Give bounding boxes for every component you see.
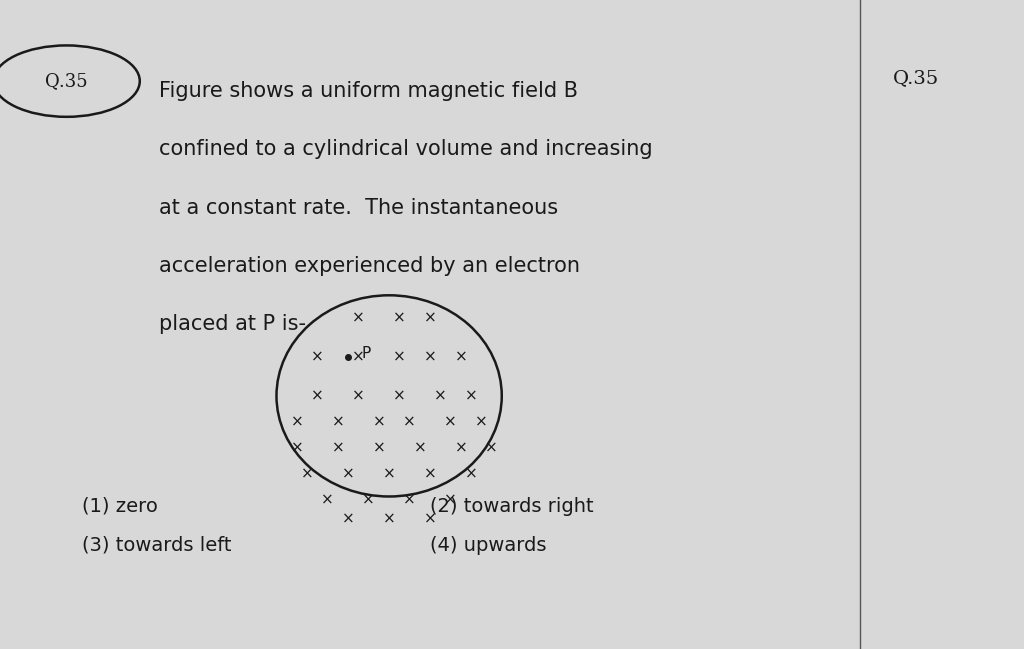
Text: ×: × [403, 414, 416, 430]
Text: ×: × [393, 310, 406, 326]
Text: at a constant rate.  The instantaneous: at a constant rate. The instantaneous [159, 198, 558, 217]
Text: Figure shows a uniform magnetic field B: Figure shows a uniform magnetic field B [159, 81, 578, 101]
Text: ×: × [434, 388, 446, 404]
Text: ×: × [311, 388, 324, 404]
Text: ×: × [393, 349, 406, 365]
Text: ×: × [455, 349, 467, 365]
Text: ×: × [332, 440, 344, 456]
Text: ×: × [444, 492, 457, 508]
Text: Q.35: Q.35 [893, 69, 940, 87]
Text: Q.35: Q.35 [45, 72, 88, 90]
Text: ×: × [465, 466, 477, 482]
Text: ×: × [291, 440, 303, 456]
Text: (1) zero: (1) zero [82, 496, 158, 516]
Text: ×: × [383, 466, 395, 482]
Text: ×: × [352, 388, 365, 404]
Text: ×: × [465, 388, 477, 404]
Text: ×: × [424, 349, 436, 365]
Text: ×: × [322, 492, 334, 508]
Text: ×: × [352, 349, 365, 365]
Text: acceleration experienced by an electron: acceleration experienced by an electron [159, 256, 580, 276]
Text: ×: × [342, 511, 354, 527]
Text: ×: × [424, 511, 436, 527]
Text: ×: × [373, 414, 385, 430]
Text: ×: × [403, 492, 416, 508]
Text: ×: × [342, 466, 354, 482]
Text: (3) towards left: (3) towards left [82, 535, 231, 555]
Text: ×: × [393, 388, 406, 404]
Text: ×: × [455, 440, 467, 456]
Text: ×: × [424, 466, 436, 482]
Text: ×: × [352, 310, 365, 326]
Text: ×: × [362, 492, 375, 508]
Text: ×: × [311, 349, 324, 365]
Text: ×: × [444, 414, 457, 430]
Text: ×: × [291, 414, 303, 430]
Text: (2) towards right: (2) towards right [430, 496, 594, 516]
Text: ×: × [485, 440, 498, 456]
Text: ×: × [373, 440, 385, 456]
Text: ×: × [414, 440, 426, 456]
Text: ×: × [383, 511, 395, 527]
Text: confined to a cylindrical volume and increasing: confined to a cylindrical volume and inc… [159, 140, 652, 159]
Text: ×: × [332, 414, 344, 430]
Text: placed at P is-: placed at P is- [159, 315, 306, 334]
Text: (4) upwards: (4) upwards [430, 535, 547, 555]
Text: ×: × [424, 310, 436, 326]
Text: ×: × [475, 414, 487, 430]
Text: ×: × [301, 466, 313, 482]
Text: P: P [361, 346, 372, 361]
